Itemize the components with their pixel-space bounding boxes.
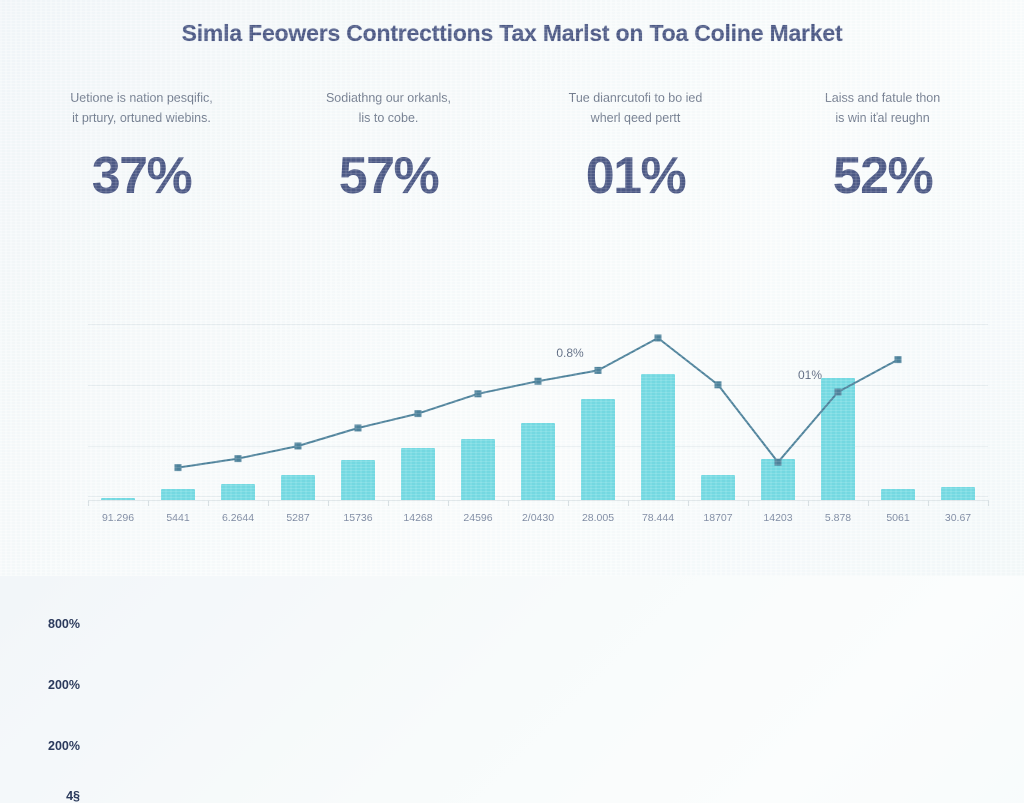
chart-point-label: 01% xyxy=(797,368,823,382)
kpi-description-line-4a: Laiss and fatule thon xyxy=(824,91,941,105)
chart-line-marker[interactable] xyxy=(294,442,302,450)
chart-line-marker[interactable] xyxy=(894,356,902,364)
kpi-description-line-1b: it prtury, ortuned wiebins. xyxy=(72,111,211,125)
chart-line-marker[interactable] xyxy=(234,455,242,463)
chart-line-marker[interactable] xyxy=(354,424,362,432)
x-axis-tickmark xyxy=(568,500,569,506)
kpi-value-4: 52% xyxy=(832,147,934,205)
x-axis-tickmark xyxy=(748,500,749,506)
chart-bar[interactable] xyxy=(521,422,555,500)
x-axis-tick-label: 30.67 xyxy=(944,512,972,524)
x-axis-tick-label: 78.444 xyxy=(641,512,675,524)
chart-line-marker[interactable] xyxy=(834,388,842,396)
kpi-description-3: Tue dianrcutofi to bo ied wherl qeed per… xyxy=(520,88,751,128)
x-axis-tickmark xyxy=(928,500,929,506)
kpi-value-3: 01% xyxy=(585,147,687,205)
x-axis-tick-label: 15736 xyxy=(343,512,373,524)
x-axis-tick-label: 28.005 xyxy=(581,512,615,524)
x-axis-tick-label: 5287 xyxy=(286,512,310,524)
x-axis-tick-label: 14203 xyxy=(763,512,793,524)
kpi-description-line-3a: Tue dianrcutofi to bo ied xyxy=(568,91,703,105)
chart-bar[interactable] xyxy=(461,438,495,500)
chart-bar[interactable] xyxy=(341,460,375,500)
chart-bar[interactable] xyxy=(281,474,315,500)
x-axis-tickmark xyxy=(868,500,869,506)
chart-line-marker[interactable] xyxy=(174,464,182,472)
chart-line-series xyxy=(174,334,902,472)
x-axis-tick-label: 18707 xyxy=(703,512,733,524)
x-axis-tickmark xyxy=(328,500,329,506)
chart-bar[interactable] xyxy=(941,487,975,500)
chart-point-label: 0.8% xyxy=(556,346,584,361)
kpi-value-2: 57% xyxy=(338,147,440,205)
chart-line-marker[interactable] xyxy=(654,334,662,342)
x-axis-tick-label: 2/0430 xyxy=(521,512,555,524)
x-axis-tick-label: 5.878 xyxy=(824,512,852,524)
y-axis-tick-label: 4§ xyxy=(66,789,80,803)
combo-chart: 800% 200% 200% 4§ 91.296 5441 6.2644 5287 15736… xyxy=(0,300,1024,803)
chart-bar[interactable] xyxy=(161,489,195,500)
kpi-description-line-2b: lis to cobe. xyxy=(358,111,419,125)
kpi-value-1: 37% xyxy=(91,147,193,205)
kpi-card-1: Uetione is nation pesqific, it prtury, o… xyxy=(18,88,265,202)
x-axis-tickmark xyxy=(628,500,629,506)
kpi-card-3: Tue dianrcutofi to bo ied wherl qeed per… xyxy=(512,88,759,202)
x-axis-tickmark xyxy=(388,500,389,506)
chart-line-marker[interactable] xyxy=(774,458,782,466)
x-axis-tickmark xyxy=(208,500,209,506)
x-axis-tick-label: 6.2644 xyxy=(221,512,255,524)
gridline xyxy=(88,323,988,325)
x-axis-tickmark xyxy=(508,500,509,506)
chart-line-marker[interactable] xyxy=(474,390,482,398)
kpi-description-line-3b: wherl qeed pertt xyxy=(590,111,681,125)
x-axis-tick-label: 14268 xyxy=(403,512,433,524)
kpi-description-1: Uetione is nation pesqific, it prtury, o… xyxy=(26,88,257,128)
kpi-description-2: Sodiathng our orkanls, lis to cobe. xyxy=(273,88,504,128)
kpi-description-line-4b: is win iťal reughn xyxy=(835,111,930,125)
chart-line-marker[interactable] xyxy=(414,410,422,418)
x-axis-tickmark xyxy=(88,500,89,506)
x-axis-tickmark xyxy=(268,500,269,506)
y-axis-tick-label: 200% xyxy=(48,677,80,692)
gridline xyxy=(88,384,988,386)
y-axis-tick-label: 800% xyxy=(48,616,80,631)
chart-bar[interactable] xyxy=(581,399,615,500)
chart-line-marker[interactable] xyxy=(714,381,722,389)
chart-bar[interactable] xyxy=(881,489,915,500)
chart-bar[interactable] xyxy=(821,377,855,500)
chart-bar-series xyxy=(88,320,988,500)
chart-x-axis-labels: 91.296 5441 6.2644 5287 15736 14268 24596 2/043… xyxy=(88,512,988,534)
chart-x-axis-line xyxy=(88,500,988,501)
chart-bar[interactable] xyxy=(701,474,735,500)
chart-bar[interactable] xyxy=(101,498,135,500)
chart-line-marker[interactable] xyxy=(594,366,602,374)
y-axis-tick-label: 200% xyxy=(48,739,80,753)
kpi-row: Uetione is nation pesqific, it prtury, o… xyxy=(18,88,1006,202)
kpi-description-line-1a: Uetione is nation pesqific, xyxy=(70,91,213,105)
page-title: Simla Feowers Contrecttions Tax Marlst o… xyxy=(181,20,843,46)
x-axis-tickmark xyxy=(808,500,809,506)
x-axis-tick-label: 24596 xyxy=(463,512,493,524)
chart-line-path xyxy=(177,337,899,469)
kpi-description-line-2a: Sodiathng our orkanls, xyxy=(325,91,452,105)
x-axis-tickmark xyxy=(988,500,989,506)
x-axis-tick-label: 5061 xyxy=(886,512,910,524)
kpi-card-2: Sodiathng our orkanls, lis to cobe. 57% xyxy=(265,88,512,202)
chart-bar[interactable] xyxy=(221,483,255,500)
kpi-card-4: Laiss and fatule thon is win iťal reughn… xyxy=(759,88,1006,202)
x-axis-tickmark xyxy=(448,500,449,506)
x-axis-tickmark xyxy=(148,500,149,506)
x-axis-tick-label: 91.296 xyxy=(101,512,135,524)
x-axis-tick-label: 5441 xyxy=(166,512,190,524)
x-axis-tickmark xyxy=(688,500,689,506)
chart-line-marker[interactable] xyxy=(534,377,542,385)
chart-bar[interactable] xyxy=(641,374,675,500)
kpi-description-4: Laiss and fatule thon is win iťal reughn xyxy=(767,88,998,128)
chart-bar[interactable] xyxy=(401,447,435,500)
